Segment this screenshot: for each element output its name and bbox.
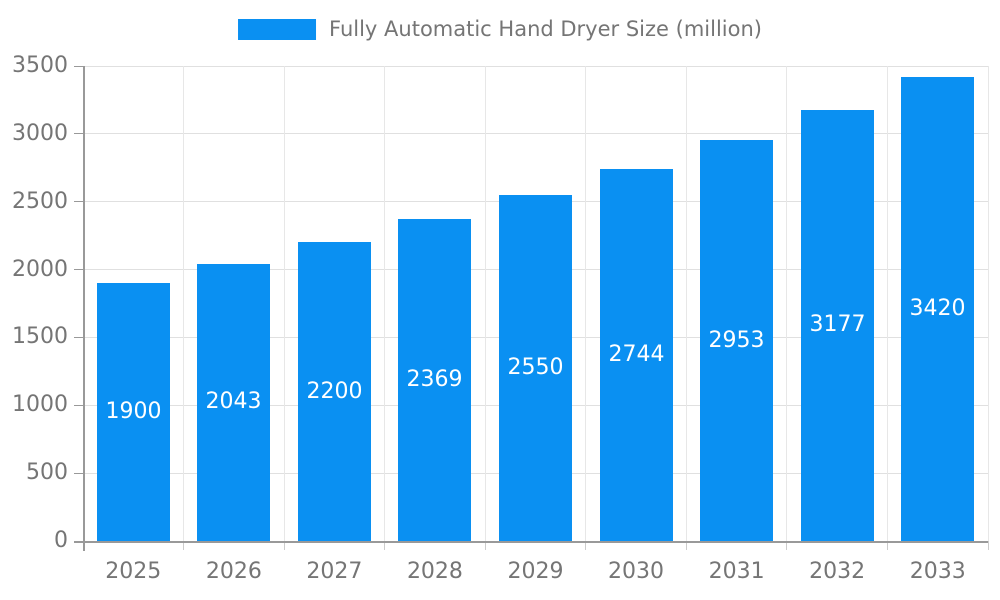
- x-axis-tick: [384, 541, 386, 550]
- legend-swatch: [238, 18, 317, 40]
- bar: 3420: [901, 76, 974, 541]
- y-axis-line: [83, 66, 85, 551]
- gridline-vertical: [786, 66, 788, 541]
- y-tick-label: 2500: [12, 188, 68, 214]
- x-axis-tick: [685, 541, 687, 550]
- bar-value-label: 2369: [406, 367, 463, 393]
- gridline-horizontal: [83, 65, 988, 67]
- y-tick-label: 3500: [12, 53, 68, 78]
- bar-value-label: 2550: [507, 354, 564, 380]
- bar: 2744: [600, 168, 673, 541]
- y-axis-tick: [74, 133, 83, 135]
- x-axis-line: [74, 541, 988, 543]
- x-tick-label: 2033: [909, 559, 966, 584]
- bar-value-label: 2953: [708, 327, 765, 353]
- bar: 3177: [801, 109, 874, 541]
- x-tick-label: 2031: [708, 559, 765, 584]
- y-tick-label: 1500: [12, 324, 68, 350]
- x-axis-tick: [585, 541, 587, 550]
- y-tick-label: 0: [54, 528, 68, 553]
- gridline-vertical: [183, 66, 185, 541]
- gridline-vertical: [987, 66, 989, 541]
- x-tick-label: 2029: [507, 559, 564, 584]
- x-tick-label: 2025: [105, 559, 162, 584]
- gridline-horizontal: [83, 133, 988, 135]
- x-axis-tick: [283, 541, 285, 550]
- bar-value-label: 2200: [306, 378, 363, 404]
- y-axis-tick: [74, 269, 83, 271]
- bar: 2043: [197, 263, 270, 541]
- x-axis-tick: [484, 541, 486, 550]
- y-tick-label: 2000: [12, 256, 68, 282]
- legend-label: Fully Automatic Hand Dryer Size (million…: [329, 17, 762, 41]
- gridline-vertical: [283, 66, 285, 541]
- x-tick-label: 2026: [205, 559, 262, 584]
- x-axis-tick: [786, 541, 788, 550]
- x-tick-label: 2027: [306, 559, 363, 584]
- gridline-vertical: [384, 66, 386, 541]
- y-axis-tick: [74, 472, 83, 474]
- bar: 2369: [398, 219, 471, 541]
- plot-area: 0 500 1000 1500 2000 2500 3000 3500 1900 2025 2043…: [12, 53, 989, 584]
- x-axis-tick: [886, 541, 888, 550]
- bar-value-label: 2043: [205, 389, 262, 415]
- y-tick-label: 500: [26, 460, 68, 486]
- y-axis-tick: [74, 336, 83, 338]
- bar-value-label: 3420: [909, 295, 966, 321]
- bar: 2200: [298, 242, 371, 541]
- gridline-vertical: [685, 66, 687, 541]
- bar-value-label: 1900: [105, 399, 162, 425]
- bar: 1900: [97, 283, 170, 541]
- bar-value-label: 2744: [608, 341, 665, 367]
- y-axis-tick: [74, 201, 83, 203]
- gridline-vertical: [585, 66, 587, 541]
- x-tick-label: 2030: [608, 559, 665, 584]
- bar: 2953: [700, 140, 773, 541]
- bar: 2550: [499, 194, 572, 541]
- x-axis-tick: [987, 541, 989, 550]
- y-axis-tick: [74, 65, 83, 67]
- x-tick-label: 2032: [809, 559, 866, 584]
- y-axis-tick: [74, 404, 83, 406]
- gridline-vertical: [484, 66, 486, 541]
- gridline-vertical: [886, 66, 888, 541]
- legend-item[interactable]: Fully Automatic Hand Dryer Size (million…: [238, 17, 762, 41]
- y-tick-label: 1000: [12, 392, 68, 418]
- x-axis-tick: [183, 541, 185, 550]
- y-tick-label: 3000: [12, 120, 68, 146]
- x-tick-label: 2028: [406, 559, 463, 584]
- bar-value-label: 3177: [809, 312, 866, 338]
